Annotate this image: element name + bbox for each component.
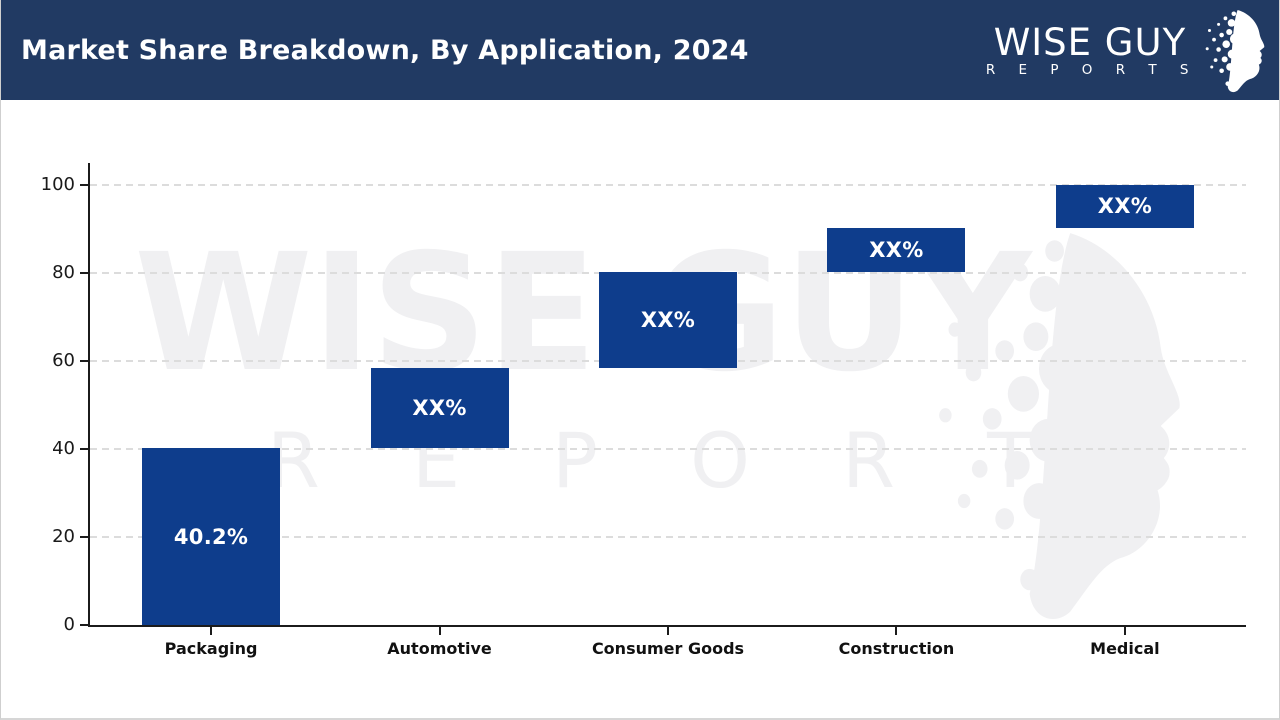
bar-packaging: 40.2% (142, 448, 281, 625)
x-tick-mark (1123, 627, 1126, 635)
y-tick-label: 20 (52, 526, 75, 547)
y-tick-label: 80 (52, 262, 75, 283)
gridline (90, 448, 1246, 450)
bar-medical: XX% (1055, 184, 1194, 229)
y-tick-mark (80, 184, 88, 186)
page-title: Market Share Breakdown, By Application, … (21, 34, 749, 66)
chart-area: WISE GUY R E P O R T S 40.2% XX% XX% XX% XX%… (1, 100, 1279, 718)
gridline (90, 184, 1246, 186)
logo-wordmark: WISE GUY (993, 21, 1187, 65)
header: Market Share Breakdown, By Application, … (1, 0, 1279, 100)
x-tick-label-medical: Medical (1090, 639, 1160, 658)
gridline (90, 536, 1246, 538)
y-axis-line (88, 163, 90, 627)
y-tick-label: 40 (52, 438, 75, 459)
y-tick-mark (80, 448, 88, 450)
bar-consumer-goods: XX% (599, 272, 737, 369)
x-tick-label-packaging: Packaging (164, 639, 258, 658)
y-tick-label: 100 (40, 174, 75, 195)
x-tick-mark (667, 627, 669, 635)
x-tick-label-construction: Construction (838, 639, 955, 658)
bar-automotive: XX% (370, 368, 509, 449)
x-tick-label-consumer-goods: Consumer Goods (591, 639, 745, 658)
y-tick-mark (80, 536, 88, 538)
bar-value-label: XX% (1097, 194, 1153, 219)
y-tick-mark (80, 360, 88, 362)
x-tick-mark (895, 627, 898, 635)
bar-construction: XX% (827, 228, 966, 273)
x-tick-mark (438, 627, 441, 635)
y-tick-mark (80, 624, 88, 626)
y-tick-label: 0 (63, 614, 75, 635)
bar-value-label: 40.2% (173, 524, 249, 549)
bar-value-label: XX% (869, 238, 924, 263)
x-tick-label-automotive: Automotive (387, 639, 492, 658)
logo-subtext: R E P O R T S (985, 62, 1198, 79)
bar-value-label: XX% (640, 308, 696, 333)
y-tick-label: 60 (52, 350, 75, 371)
x-tick-mark (210, 627, 213, 635)
x-axis-line (88, 625, 1246, 627)
bar-value-label: XX% (412, 396, 467, 421)
wise-guy-logo: WISE GUY R E P O R T S (982, 3, 1268, 99)
y-tick-mark (80, 272, 88, 274)
